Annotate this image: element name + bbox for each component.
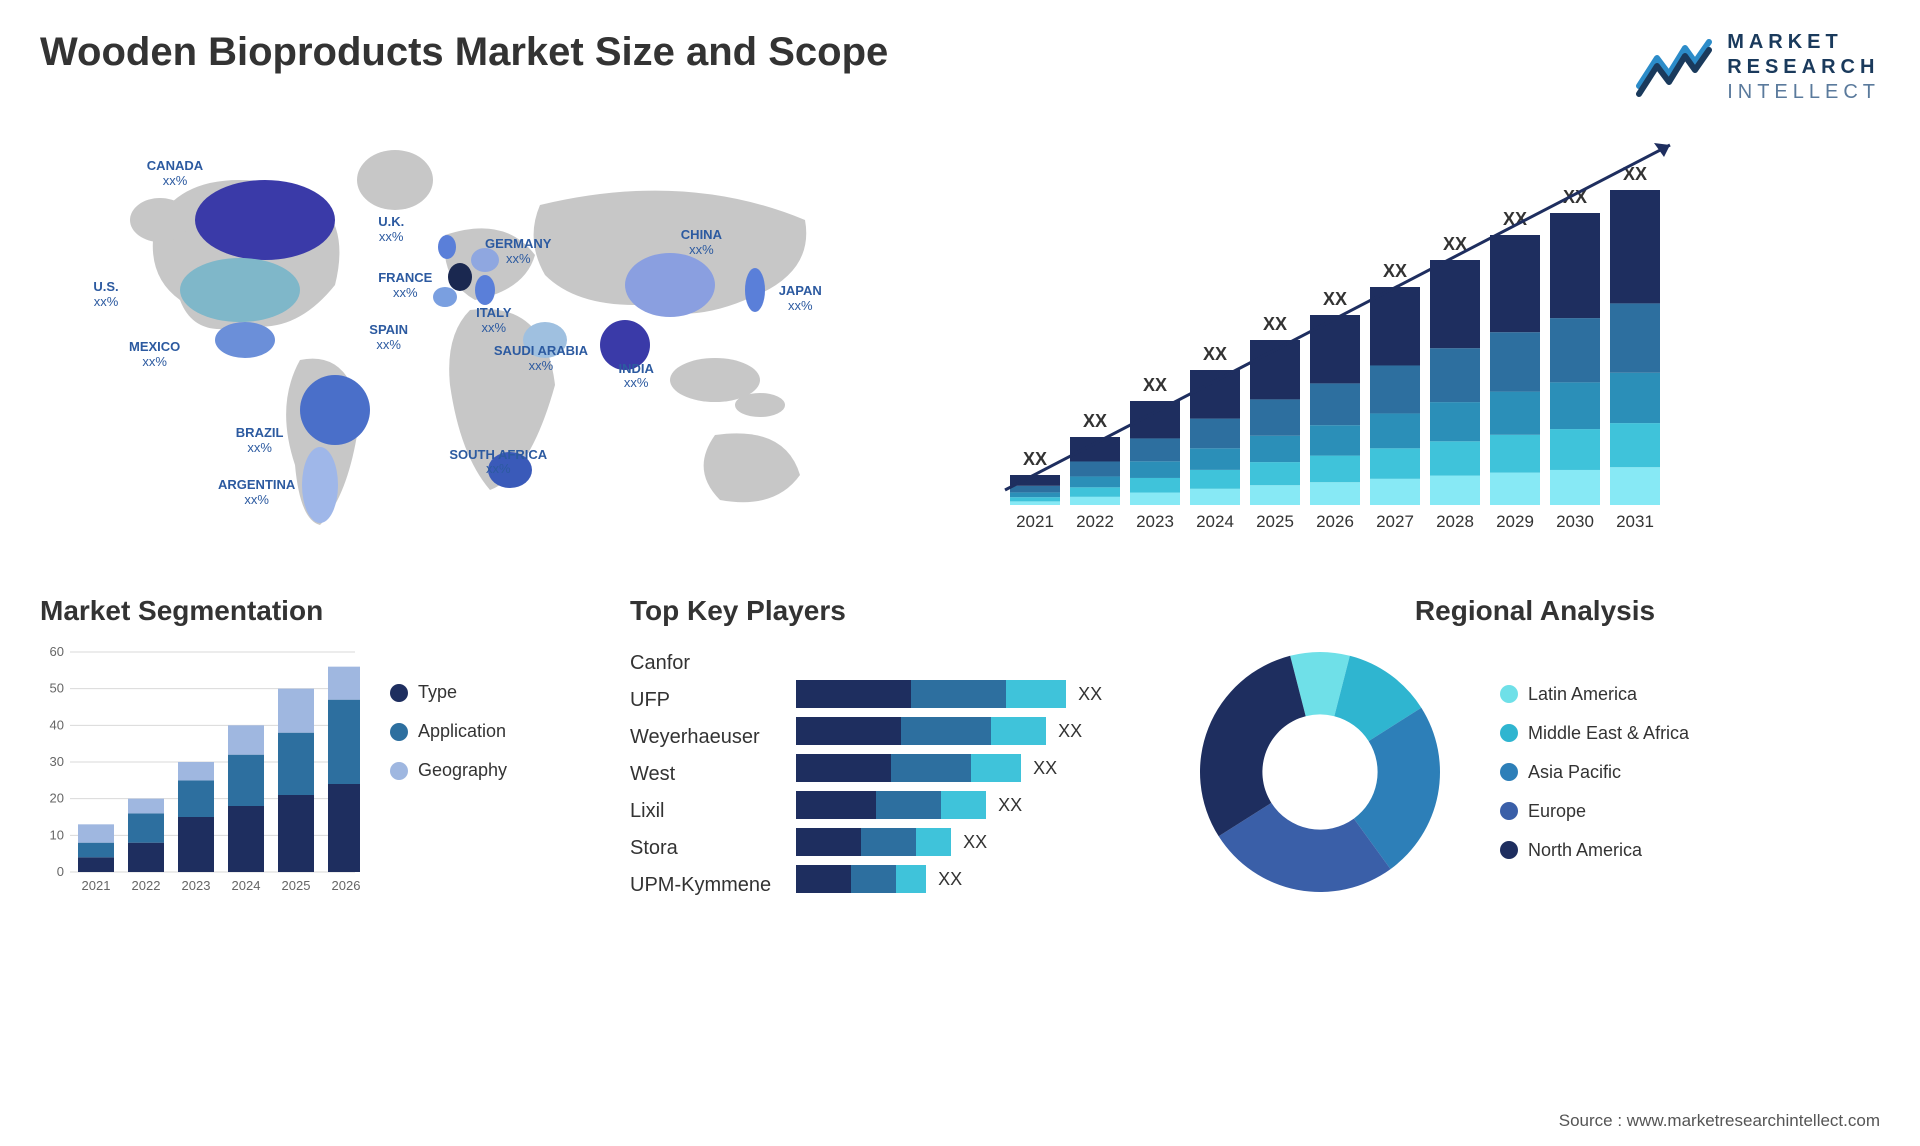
map-label-uk: U.K.xx%	[378, 215, 404, 245]
svg-text:50: 50	[50, 681, 64, 696]
svg-text:2022: 2022	[1076, 512, 1114, 531]
segmentation-legend-item: Type	[390, 682, 507, 703]
svg-text:2025: 2025	[282, 878, 311, 893]
svg-text:2026: 2026	[1316, 512, 1354, 531]
svg-text:2025: 2025	[1256, 512, 1294, 531]
player-bar-row: XX	[796, 828, 1102, 856]
svg-text:10: 10	[50, 827, 64, 842]
player-bar-row: XX	[796, 865, 1102, 893]
players-panel: Top Key Players Canfor UFP Weyerhaeuser Wes…	[630, 595, 1150, 902]
regional-title: Regional Analysis	[1190, 595, 1880, 627]
forecast-chart-panel: 2021 XX 2022 XX 2023 XX 2024 XX 2025 XX 2026 XX 2027…	[990, 125, 1880, 555]
player-bar-row: XX	[796, 717, 1102, 745]
player-name: UFP	[630, 684, 771, 717]
regional-legend-item: Europe	[1500, 801, 1689, 822]
map-label-india: INDIAxx%	[619, 362, 654, 392]
svg-text:30: 30	[50, 754, 64, 769]
svg-text:40: 40	[50, 717, 64, 732]
svg-text:2024: 2024	[232, 878, 261, 893]
brand-logo: MARKET RESEARCH INTELLECT	[1635, 30, 1880, 105]
map-label-us: U.S.xx%	[93, 280, 118, 310]
player-name: Stora	[630, 832, 771, 865]
segmentation-legend-item: Geography	[390, 760, 507, 781]
svg-text:2023: 2023	[182, 878, 211, 893]
svg-text:2021: 2021	[1016, 512, 1054, 531]
map-label-mexico: MEXICOxx%	[129, 340, 180, 370]
regional-legend-item: North America	[1500, 840, 1689, 861]
map-label-saudi: SAUDI ARABIAxx%	[494, 344, 588, 374]
player-name: UPM-Kymmene	[630, 869, 771, 902]
svg-text:XX: XX	[1143, 375, 1167, 395]
logo-line3: INTELLECT	[1727, 80, 1880, 105]
regional-legend-item: Latin America	[1500, 684, 1689, 705]
logo-text: MARKET RESEARCH INTELLECT	[1727, 30, 1880, 105]
map-label-france: FRANCExx%	[378, 271, 432, 301]
map-label-argentina: ARGENTINAxx%	[218, 478, 295, 508]
players-title: Top Key Players	[630, 595, 1150, 627]
header: Wooden Bioproducts Market Size and Scope…	[40, 30, 1880, 105]
source-attribution: Source : www.marketresearchintellect.com	[1559, 1111, 1880, 1131]
player-name: Canfor	[630, 647, 771, 680]
top-row: CANADAxx% U.S.xx% MEXICOxx% BRAZILxx% ARGENT…	[40, 125, 1880, 555]
player-name: Weyerhaeuser	[630, 721, 771, 754]
map-label-china: CHINAxx%	[681, 228, 722, 258]
world-map-panel: CANADAxx% U.S.xx% MEXICOxx% BRAZILxx% ARGENT…	[40, 125, 930, 555]
player-value: XX	[1033, 758, 1057, 779]
segmentation-legend: Type Application Geography	[390, 682, 507, 781]
svg-text:XX: XX	[1263, 314, 1287, 334]
player-bar-row: XX	[796, 754, 1102, 782]
svg-text:XX: XX	[1323, 289, 1347, 309]
map-label-canada: CANADAxx%	[147, 159, 203, 189]
map-label-brazil: BRAZILxx%	[236, 426, 284, 456]
player-bar-row: XX	[796, 680, 1102, 708]
svg-text:2024: 2024	[1196, 512, 1234, 531]
player-name: West	[630, 758, 771, 791]
regional-panel: Regional Analysis Latin America Middle Ea…	[1190, 595, 1880, 902]
svg-text:XX: XX	[1203, 344, 1227, 364]
svg-text:2022: 2022	[132, 878, 161, 893]
svg-text:2031: 2031	[1616, 512, 1654, 531]
svg-text:2029: 2029	[1496, 512, 1534, 531]
player-name: Lixil	[630, 795, 771, 828]
svg-text:20: 20	[50, 791, 64, 806]
map-label-japan: JAPANxx%	[779, 284, 822, 314]
player-value: XX	[963, 832, 987, 853]
regional-legend: Latin America Middle East & Africa Asia Pa…	[1500, 684, 1689, 861]
svg-text:XX: XX	[1023, 449, 1047, 469]
logo-line1: MARKET	[1727, 30, 1880, 55]
regional-donut-chart	[1190, 642, 1450, 902]
bottom-row: Market Segmentation 0 10 20 30 40 50 60 2021 202…	[40, 595, 1880, 902]
player-value: XX	[1058, 721, 1082, 742]
map-label-spain: SPAINxx%	[369, 323, 408, 353]
svg-text:2021: 2021	[82, 878, 111, 893]
svg-text:60: 60	[50, 644, 64, 659]
svg-text:2030: 2030	[1556, 512, 1594, 531]
svg-text:2028: 2028	[1436, 512, 1474, 531]
map-label-germany: GERMANYxx%	[485, 237, 551, 267]
svg-text:0: 0	[57, 864, 64, 879]
svg-text:2026: 2026	[332, 878, 360, 893]
forecast-chart: 2021 XX 2022 XX 2023 XX 2024 XX 2025 XX 2026 XX 2027…	[990, 125, 1690, 545]
page-title: Wooden Bioproducts Market Size and Scope	[40, 30, 888, 75]
svg-text:XX: XX	[1083, 411, 1107, 431]
map-label-italy: ITALYxx%	[476, 306, 511, 336]
logo-line2: RESEARCH	[1727, 55, 1880, 80]
segmentation-panel: Market Segmentation 0 10 20 30 40 50 60 2021 202…	[40, 595, 590, 902]
map-label-south_africa: SOUTH AFRICAxx%	[449, 448, 547, 478]
segmentation-title: Market Segmentation	[40, 595, 590, 627]
player-value: XX	[938, 869, 962, 890]
players-bars: XXXXXXXXXXXX	[796, 680, 1102, 902]
svg-text:XX: XX	[1383, 261, 1407, 281]
regional-legend-item: Asia Pacific	[1500, 762, 1689, 783]
players-names: Canfor UFP Weyerhaeuser West Lixil Stora UPM-K…	[630, 647, 771, 902]
svg-text:2023: 2023	[1136, 512, 1174, 531]
player-value: XX	[1078, 684, 1102, 705]
svg-text:2027: 2027	[1376, 512, 1414, 531]
segmentation-chart: 0 10 20 30 40 50 60 2021 2022 2023 2024 2025 2026	[40, 642, 360, 902]
player-value: XX	[998, 795, 1022, 816]
logo-mark-icon	[1635, 38, 1715, 98]
regional-legend-item: Middle East & Africa	[1500, 723, 1689, 744]
segmentation-legend-item: Application	[390, 721, 507, 742]
player-bar-row: XX	[796, 791, 1102, 819]
